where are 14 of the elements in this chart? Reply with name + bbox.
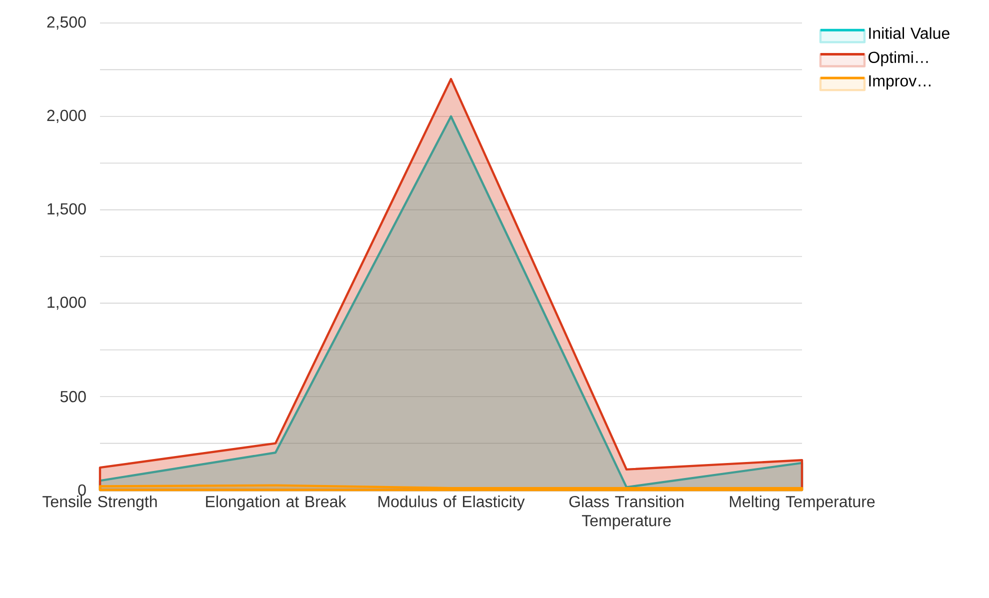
x-tick-label: Modulus of Elasticity <box>378 496 525 510</box>
x-tick-label: Elongation at Break <box>206 496 346 510</box>
legend-label: Improv… <box>869 75 930 90</box>
y-tick-label: 2,500 <box>47 16 86 30</box>
y-tick-label: 2,000 <box>47 110 86 124</box>
y-tick-label: 0 <box>78 484 86 496</box>
y-tick-label: 500 <box>60 390 86 402</box>
x-tick-label: Tensile Strength <box>42 496 157 510</box>
y-tick-label: 1,000 <box>48 296 86 310</box>
x-tick-label: Glass Transition Temperature <box>569 496 684 530</box>
legend-label: Initial Value <box>869 27 950 39</box>
legend-label: Optimi… <box>868 51 928 66</box>
y-tick-label: 1,500 <box>48 203 86 216</box>
x-tick-label: Melting Temperature <box>730 496 875 510</box>
